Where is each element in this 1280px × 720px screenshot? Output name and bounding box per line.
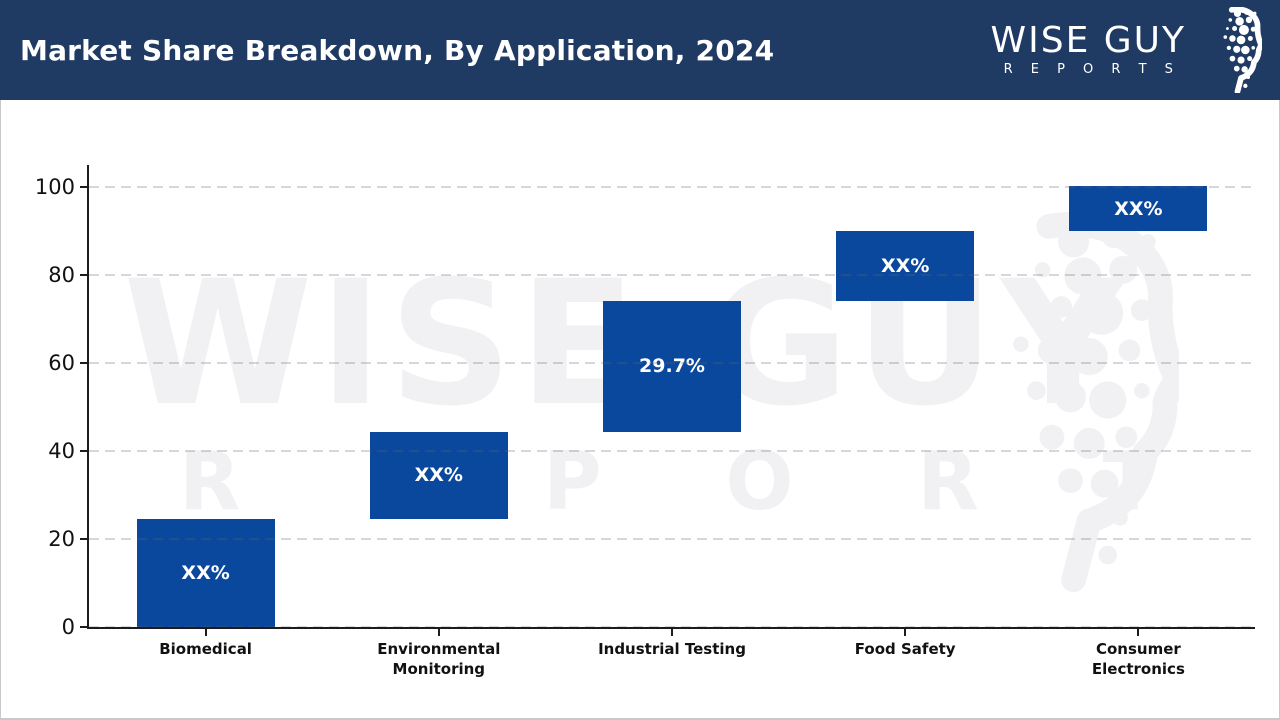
chart-canvas: WISE GUY R E P O R T S 0 20 40 60 80 100 XX% Bi…	[0, 100, 1280, 720]
watermark-dotted-face-icon	[1013, 211, 1179, 593]
bar-environmental-monitoring: XX%	[369, 431, 508, 519]
x-category-label-consumer-electronics: Consumer Electronics	[1091, 640, 1185, 679]
y-axis-line	[87, 165, 89, 629]
dotted-face-icon	[1223, 7, 1262, 93]
y-tick-label: 40	[48, 439, 75, 463]
gridline-20	[89, 538, 1255, 540]
bar-value-label: XX%	[181, 561, 230, 584]
bar-food-safety: XX%	[836, 231, 975, 301]
y-tick-label: 60	[48, 351, 75, 375]
bar-consumer-electronics: XX%	[1069, 186, 1208, 231]
gridline-40	[89, 450, 1255, 452]
brand-logo-text: WISE GUY R E P O R T S	[990, 20, 1187, 78]
y-tick-mark	[80, 626, 87, 628]
bar-value-label: XX%	[881, 254, 930, 277]
x-tick-mark	[437, 629, 440, 636]
bar-biomedical: XX%	[136, 518, 275, 627]
x-category-label-environmental-monitoring: Environmental Monitoring	[377, 640, 501, 679]
bar-industrial-testing: 29.7%	[603, 300, 741, 432]
gridline-100	[89, 186, 1255, 188]
x-category-label-biomedical: Biomedical	[159, 640, 252, 658]
y-tick-label: 80	[48, 263, 75, 287]
brand-subtitle: R E P O R T S	[1003, 62, 1180, 77]
bar-value-label: XX%	[414, 464, 463, 487]
bar-value-label: 29.7%	[639, 355, 705, 378]
x-tick-mark	[204, 629, 207, 636]
plot-area: 0 20 40 60 80 100 XX% Biomedical XX% Environmenta…	[35, 165, 1255, 678]
header-bar: Market Share Breakdown, By Application, …	[0, 0, 1280, 100]
y-tick-mark	[80, 186, 87, 188]
y-tick-mark	[80, 538, 87, 540]
x-tick-mark	[671, 629, 673, 636]
x-category-label-industrial-testing: Industrial Testing	[598, 640, 746, 658]
y-tick-mark	[80, 274, 87, 276]
brand-name: WISE GUY	[990, 20, 1186, 61]
bar-value-label: XX%	[1114, 197, 1163, 220]
gridline-60	[89, 362, 1255, 364]
y-tick-label: 0	[61, 615, 75, 639]
gridline-80	[89, 274, 1255, 276]
brand-logo: WISE GUY R E P O R T S	[990, 7, 1262, 93]
y-tick-mark	[80, 362, 87, 364]
x-tick-mark	[904, 629, 907, 636]
page-title: Market Share Breakdown, By Application, …	[20, 33, 775, 67]
y-tick-label: 100	[34, 175, 75, 199]
x-category-label-food-safety: Food Safety	[854, 640, 956, 658]
x-axis-line	[87, 627, 1255, 629]
y-tick-label: 20	[48, 527, 75, 551]
y-tick-mark	[80, 450, 87, 452]
x-tick-mark	[1137, 629, 1140, 636]
